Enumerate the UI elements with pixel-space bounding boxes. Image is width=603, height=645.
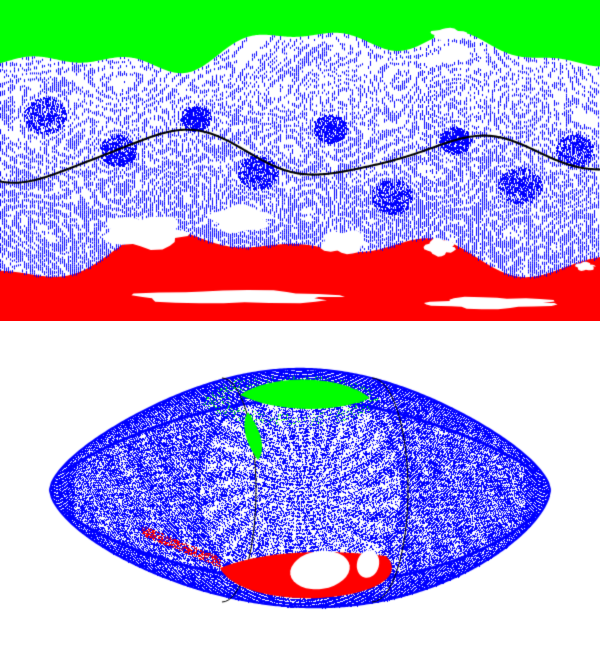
map-panel-canvas [0, 0, 600, 321]
map-panel [0, 0, 600, 321]
globe-panel [0, 350, 603, 630]
globe-panel-canvas [0, 350, 603, 630]
